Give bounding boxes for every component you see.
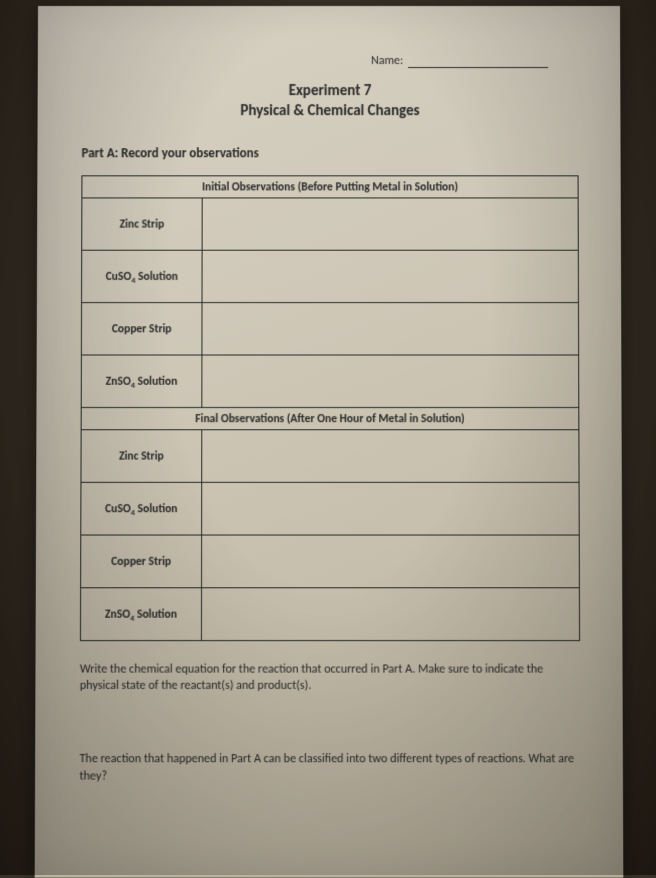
table-row: Zinc Strip (82, 198, 579, 250)
section1-header: Initial Observations (Before Putting Met… (82, 176, 578, 198)
final-row-2-value (202, 535, 580, 588)
table-row: ZnSO4 Solution (81, 355, 579, 408)
part-a-heading: Part A: Record your observations (81, 146, 578, 161)
initial-row-3-label: ZnSO4 Solution (81, 355, 202, 408)
initial-row-0-label: Zinc Strip (82, 198, 202, 250)
initial-row-0-value (202, 198, 578, 250)
initial-row-1-label: CuSO4 Solution (82, 250, 203, 302)
final-row-0-label: Zinc Strip (81, 430, 202, 483)
table-section1-header-row: Initial Observations (Before Putting Met… (82, 176, 578, 198)
question-2: The reaction that happened in Part A can… (79, 751, 580, 784)
table-row: Copper Strip (81, 303, 578, 355)
name-label: Name: (371, 54, 403, 68)
name-field-line: Name: (82, 54, 548, 68)
final-row-3-value (201, 588, 579, 641)
final-row-3-label: ZnSO4 Solution (80, 588, 201, 641)
final-row-2-label: Copper Strip (81, 535, 202, 588)
final-row-1-value (202, 482, 580, 535)
table-row: CuSO4 Solution (81, 482, 579, 535)
table-row: CuSO4 Solution (82, 250, 579, 302)
section2-header: Final Observations (After One Hour of Me… (81, 408, 579, 430)
table-section2-header-row: Final Observations (After One Hour of Me… (81, 408, 579, 430)
experiment-subtitle: Physical & Chemical Changes (82, 102, 579, 120)
question-1: Write the chemical equation for the reac… (80, 661, 580, 694)
observations-table: Initial Observations (Before Putting Met… (80, 175, 580, 641)
table-row: Copper Strip (81, 535, 580, 588)
initial-row-1-value (202, 250, 578, 302)
experiment-title: Experiment 7 (82, 82, 579, 100)
name-blank-line (408, 56, 548, 68)
final-row-1-label: CuSO4 Solution (81, 482, 202, 535)
table-row: Zinc Strip (81, 430, 579, 483)
initial-row-2-label: Copper Strip (81, 303, 202, 355)
table-row: ZnSO4 Solution (80, 588, 579, 641)
final-row-0-value (202, 430, 579, 483)
initial-row-3-value (202, 355, 579, 408)
initial-row-2-value (202, 303, 579, 355)
worksheet-paper: Name: Experiment 7 Physical & Chemical C… (35, 6, 624, 878)
